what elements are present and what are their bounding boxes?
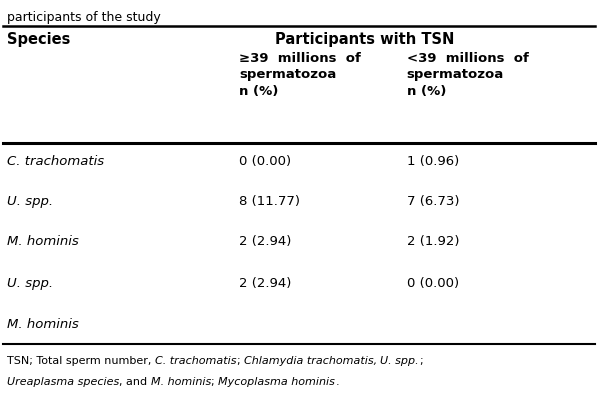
Text: M. hominis: M. hominis bbox=[7, 235, 79, 248]
Text: M. hominis: M. hominis bbox=[151, 377, 211, 387]
Text: U. spp.: U. spp. bbox=[7, 195, 53, 208]
Text: ;: ; bbox=[419, 356, 423, 366]
Text: Mycoplasma hominis: Mycoplasma hominis bbox=[218, 377, 335, 387]
Text: , and: , and bbox=[120, 377, 151, 387]
Text: Species: Species bbox=[7, 32, 71, 47]
Text: M. hominis: M. hominis bbox=[7, 318, 79, 332]
Text: participants of the study: participants of the study bbox=[7, 11, 161, 24]
Text: Participants with TSN: Participants with TSN bbox=[275, 32, 454, 47]
Text: 2 (1.92): 2 (1.92) bbox=[407, 235, 459, 248]
Text: TSN; Total sperm number,: TSN; Total sperm number, bbox=[7, 356, 155, 366]
Text: <39  millions  of
spermatozoa
n (%): <39 millions of spermatozoa n (%) bbox=[407, 52, 529, 98]
Text: 8 (11.77): 8 (11.77) bbox=[239, 195, 300, 208]
Text: 0 (0.00): 0 (0.00) bbox=[239, 155, 291, 168]
Text: 1 (0.96): 1 (0.96) bbox=[407, 155, 459, 168]
Text: U. spp.: U. spp. bbox=[7, 277, 53, 290]
Text: C. trachomatis: C. trachomatis bbox=[7, 155, 104, 168]
Text: 2 (2.94): 2 (2.94) bbox=[239, 235, 292, 248]
Text: .: . bbox=[335, 377, 339, 387]
Text: 0 (0.00): 0 (0.00) bbox=[407, 277, 459, 290]
Text: ;: ; bbox=[211, 377, 218, 387]
Text: 7 (6.73): 7 (6.73) bbox=[407, 195, 459, 208]
Text: U. spp.: U. spp. bbox=[380, 356, 419, 366]
Text: C. trachomatis: C. trachomatis bbox=[155, 356, 237, 366]
Text: ;: ; bbox=[237, 356, 243, 366]
Text: 2 (2.94): 2 (2.94) bbox=[239, 277, 292, 290]
Text: Chlamydia trachomatis,: Chlamydia trachomatis, bbox=[243, 356, 380, 366]
Text: Ureaplasma species: Ureaplasma species bbox=[7, 377, 120, 387]
Text: ≥39  millions  of
spermatozoa
n (%): ≥39 millions of spermatozoa n (%) bbox=[239, 52, 361, 98]
